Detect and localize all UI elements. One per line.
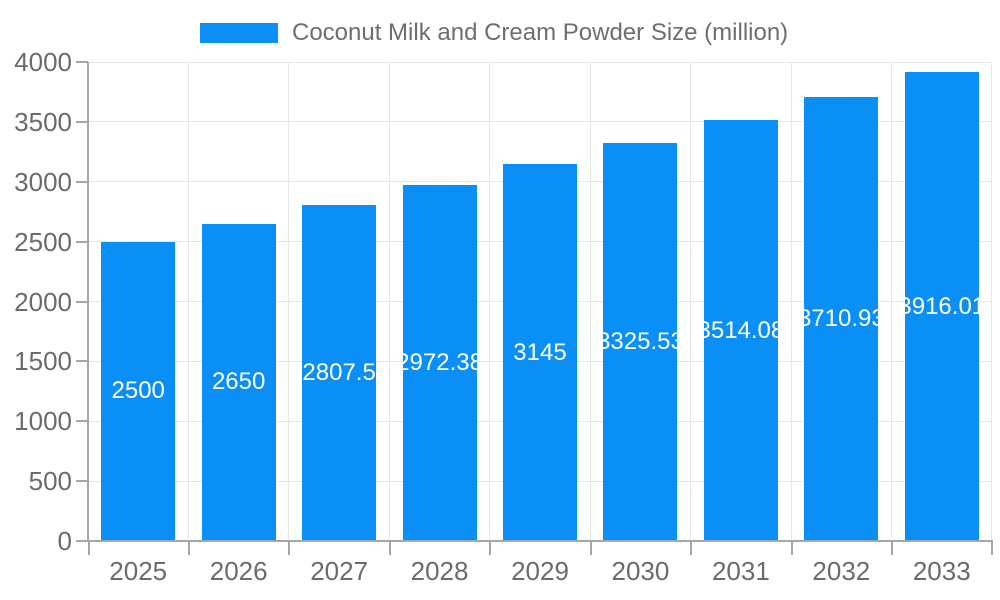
x-tick-label: 2027	[310, 556, 369, 586]
y-tick-label: 2000	[14, 286, 72, 317]
x-tick-mark	[891, 541, 894, 555]
y-tick-label: 500	[28, 466, 72, 497]
bar-value-label: 3145	[513, 338, 567, 366]
bar-value-label: 2500	[111, 377, 165, 405]
x-gridline	[790, 62, 792, 541]
y-tick-label: 4000	[14, 47, 72, 77]
x-tick-label: 2032	[812, 556, 871, 586]
y-tick-label: 1000	[14, 406, 72, 437]
x-tick-label: 2031	[711, 556, 770, 586]
x-tick-mark	[489, 541, 492, 555]
bar-value-label: 3916.01	[904, 292, 979, 320]
y-tick-mark	[76, 61, 88, 63]
y-gridline	[88, 121, 992, 123]
bar-value-label: 2972.38	[402, 349, 477, 377]
y-tick-mark	[76, 180, 88, 183]
y-tick-mark	[76, 540, 88, 542]
x-tick-label: 2026	[209, 556, 268, 586]
y-tick-mark	[76, 240, 88, 243]
x-gridline	[187, 62, 189, 541]
bar[interactable]: 2500	[101, 241, 176, 541]
bar[interactable]: 3514.08	[703, 120, 778, 541]
y-tick-label: 2500	[14, 226, 72, 257]
x-tick-mark	[790, 541, 793, 555]
bar-value-label: 3514.08	[703, 316, 778, 344]
x-tick-mark	[187, 541, 190, 555]
x-gridline	[690, 62, 692, 541]
chart-legend[interactable]: Coconut Milk and Cream Powder Size (mill…	[200, 19, 788, 47]
x-tick-label: 2030	[611, 556, 670, 586]
legend-series-label: Coconut Milk and Cream Powder Size (mill…	[292, 19, 789, 46]
bar[interactable]: 3145	[503, 164, 577, 541]
bar-value-label: 3325.53	[603, 327, 678, 355]
y-tick-label: 3000	[14, 166, 72, 197]
x-tick-label: 2028	[410, 556, 469, 586]
y-tick-mark	[76, 360, 88, 363]
bar[interactable]: 3325.53	[603, 142, 678, 541]
x-gridline	[589, 62, 591, 541]
x-tick-mark	[690, 541, 693, 555]
bar-value-label: 3710.93	[804, 304, 879, 332]
x-gridline	[288, 62, 290, 541]
x-tick-label: 2025	[109, 556, 168, 586]
bar-value-label: 2650	[211, 368, 266, 396]
x-gridline	[388, 62, 390, 541]
x-tick-mark	[589, 541, 592, 555]
y-gridline	[88, 61, 992, 63]
x-tick-mark	[990, 541, 993, 555]
y-tick-label: 0	[57, 526, 72, 556]
y-axis-line	[87, 62, 89, 541]
bar-value-label: 2807.5	[302, 358, 376, 386]
x-tick-label: 2033	[912, 556, 971, 586]
y-tick-mark	[76, 120, 88, 123]
plot-area: 0 500 1000 1500 2000 2500 3000 3500 4000 2500 2025…	[14, 49, 993, 584]
x-gridline	[489, 62, 491, 541]
y-tick-mark	[76, 480, 88, 483]
bar[interactable]: 2807.5	[302, 204, 377, 541]
bar[interactable]: 3916.01	[904, 72, 979, 541]
x-tick-mark	[388, 541, 391, 555]
x-tick-mark	[87, 541, 90, 555]
y-tick-mark	[76, 420, 88, 423]
x-tick-label: 2029	[511, 556, 569, 586]
bar[interactable]: 2650	[201, 223, 276, 541]
y-tick-mark	[76, 300, 88, 303]
x-gridline	[891, 62, 893, 541]
y-tick-label: 3500	[14, 106, 72, 137]
bar[interactable]: 2972.38	[402, 185, 477, 541]
x-gridline	[990, 62, 992, 541]
x-axis-line	[87, 540, 993, 542]
bar[interactable]: 3710.93	[804, 96, 879, 541]
x-tick-mark	[288, 541, 291, 555]
y-tick-label: 1500	[14, 346, 72, 377]
legend-swatch	[200, 23, 278, 43]
